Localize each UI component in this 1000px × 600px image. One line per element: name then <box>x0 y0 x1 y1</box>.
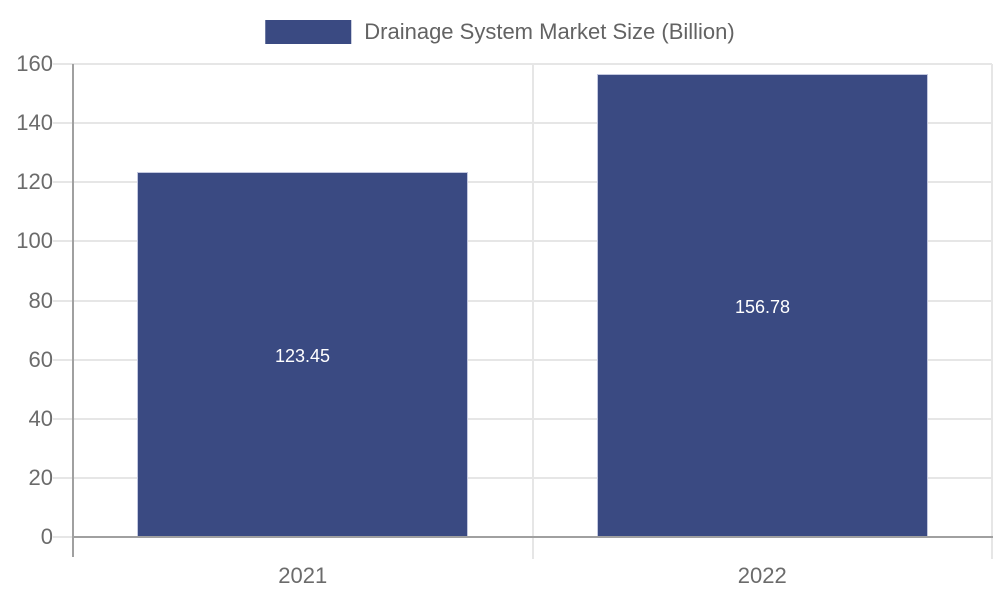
y-axis-tick-label: 60 <box>28 346 53 372</box>
y-tick-mark <box>53 358 73 361</box>
y-axis-tick-label: 100 <box>16 228 53 254</box>
y-tick-mark <box>53 417 73 420</box>
x-axis-line <box>72 536 993 538</box>
y-axis-tick-label: 120 <box>16 169 53 195</box>
y-tick-mark <box>53 181 73 184</box>
y-axis-tick-label: 140 <box>16 110 53 136</box>
y-tick-mark <box>53 63 73 65</box>
category-separator-line <box>991 64 993 559</box>
plot-area: 0 20 40 60 80 100 120 140 160 123.45 2021 156.78 202… <box>16 51 993 588</box>
y-tick-mark <box>53 476 73 479</box>
y-tick-mark <box>53 299 73 302</box>
y-axis-tick-label: 20 <box>28 464 53 490</box>
y-axis-tick-label: 0 <box>40 524 53 549</box>
bar: 156.78 <box>597 74 928 537</box>
bar-value-label: 123.45 <box>274 346 331 366</box>
y-axis-tick-label: 40 <box>28 405 53 431</box>
y-tick-mark <box>53 122 73 125</box>
y-axis-tick-label: 80 <box>28 287 53 313</box>
x-axis-category-label: 2022 <box>737 563 787 588</box>
legend-label: Drainage System Market Size (Billion) <box>364 19 735 44</box>
y-tick-mark <box>53 240 73 243</box>
category-separator-line <box>531 64 534 559</box>
legend-swatch-icon <box>265 20 352 44</box>
bar: 123.45 <box>137 172 468 537</box>
legend: Drainage System Market Size (Billion) <box>265 19 735 45</box>
y-axis-line <box>72 64 74 557</box>
bar-value-label: 156.78 <box>734 297 791 317</box>
y-tick-mark <box>53 536 73 538</box>
y-axis-tick-label: 160 <box>16 51 53 76</box>
x-axis-category-label: 2021 <box>278 563 328 588</box>
